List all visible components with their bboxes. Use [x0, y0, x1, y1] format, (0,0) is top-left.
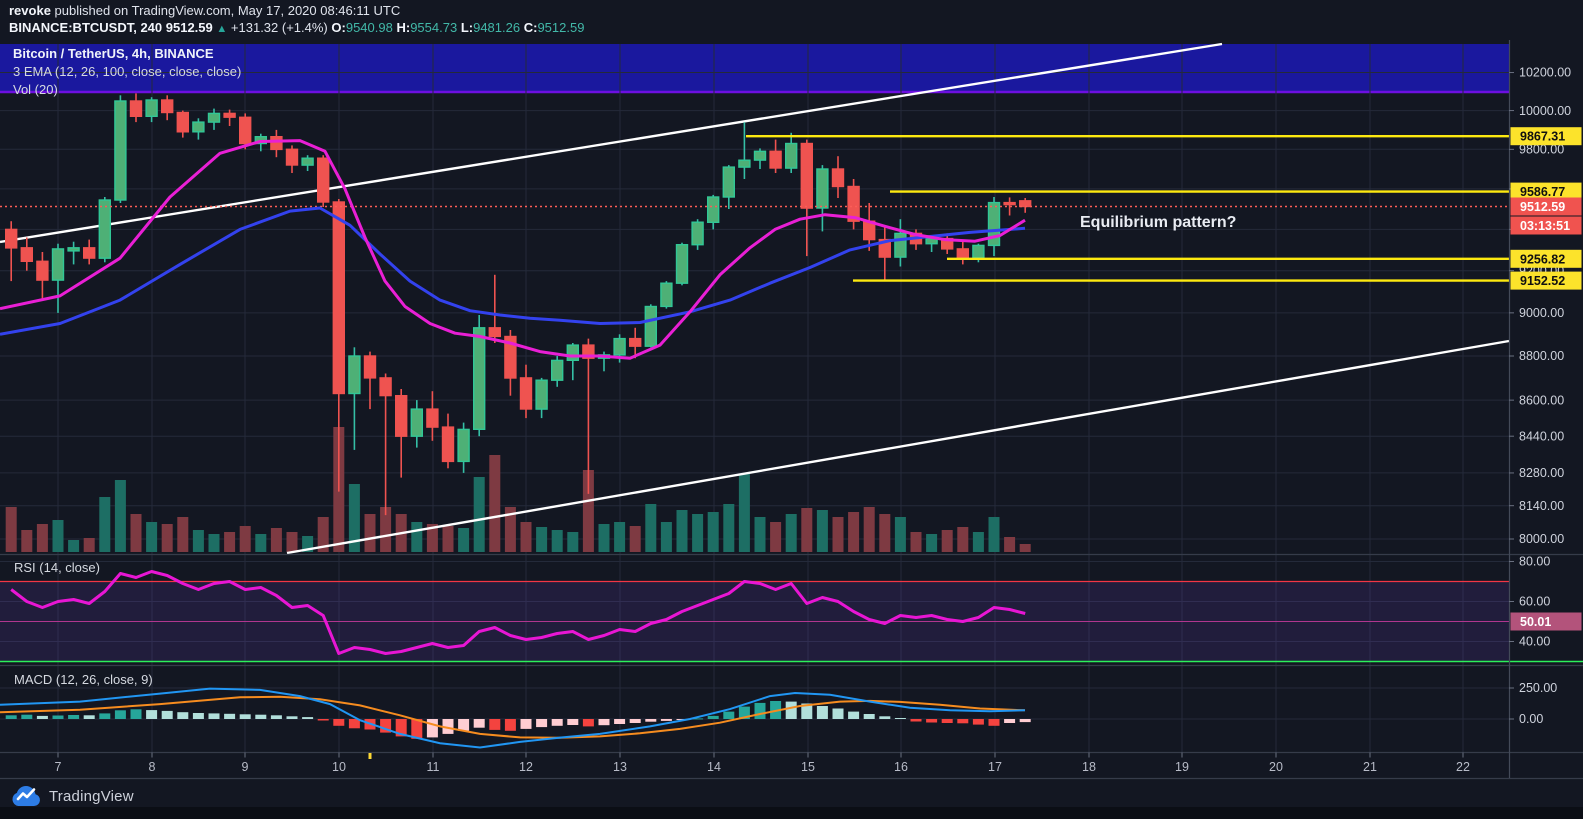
time-axis[interactable]: 7 8 9 10 11 12 13 14 15 16 17 18 19 20 21 22 [55, 752, 1470, 775]
price-tick-label: 10200.00 [1519, 66, 1571, 80]
price-tick-label: 9800.00 [1519, 143, 1564, 157]
last-price-tag: 9512.59 [1510, 197, 1582, 216]
rsi-tick-label: 80.00 [1519, 555, 1550, 569]
low-label: L: [460, 20, 474, 35]
level-price-tag: 9586.77 [1510, 182, 1582, 201]
svg-text:9867.31: 9867.31 [1520, 130, 1565, 144]
price-change: +131.32 (+1.4%) [230, 20, 328, 35]
high-value: 9554.73 [410, 20, 458, 35]
time-tick-label: 15 [801, 760, 815, 774]
rsi-tick-label: 40.00 [1519, 635, 1550, 649]
level-price-tag: 9152.52 [1510, 271, 1582, 290]
time-tick-label: 14 [707, 760, 721, 774]
macd-pane-label[interactable]: MACD (12, 26, close, 9) [14, 672, 153, 687]
level-price-tag: 9256.82 [1510, 249, 1582, 268]
low-value: 9481.26 [473, 20, 521, 35]
macd-tick-label: 0.00 [1519, 712, 1543, 726]
close-label: C: [523, 20, 538, 35]
svg-text:9586.77: 9586.77 [1520, 185, 1565, 199]
time-tick-label: 22 [1456, 760, 1470, 774]
price-tick-label: 10000.00 [1519, 104, 1571, 118]
chart-text-annotation[interactable]: Equilibrium pattern? [1080, 214, 1237, 231]
price-tick-label: 8800.00 [1519, 349, 1564, 363]
level-price-tag: 9867.31 [1510, 127, 1582, 146]
time-tick-label: 21 [1363, 760, 1377, 774]
svg-text:03:13:51: 03:13:51 [1520, 219, 1570, 233]
svg-text:50.01: 50.01 [1520, 615, 1551, 629]
rsi-pane-label[interactable]: RSI (14, close) [14, 560, 100, 575]
macd-pane [0, 687, 1031, 749]
time-tick-label: 18 [1082, 760, 1096, 774]
svg-text:9256.82: 9256.82 [1520, 252, 1565, 266]
time-tick-label: 7 [55, 760, 62, 774]
symbol-info-bar: BINANCE:BTCUSDT, 240 9512.59 ▲ +131.32 (… [9, 20, 584, 35]
bottom-strip [0, 807, 1583, 819]
macd-tick-label: 250.00 [1519, 681, 1557, 695]
legend-symbol-title[interactable]: Bitcoin / TetherUS, 4h, BINANCE [13, 46, 214, 61]
high-label: H: [396, 20, 411, 35]
highlight-band [0, 44, 1509, 94]
price-tick-label: 8600.00 [1519, 393, 1564, 407]
publish-info: revoke published on TradingView.com, May… [9, 3, 400, 18]
price-tick-label: 8440.00 [1519, 429, 1564, 443]
legend-volume-indicator[interactable]: Vol (20) [13, 82, 58, 97]
open-label: O: [331, 20, 346, 35]
price-tick-label: 8140.00 [1519, 499, 1564, 513]
rsi-tick-label: 60.00 [1519, 595, 1550, 609]
time-tick-label: 12 [519, 760, 533, 774]
rsi-pane [0, 570, 1583, 663]
svg-text:9512.59: 9512.59 [1520, 200, 1565, 214]
tradingview-attribution[interactable]: TradingView [10, 783, 134, 809]
open-value: 9540.98 [345, 20, 393, 35]
tradingview-wordmark: TradingView [49, 787, 134, 805]
close-value: 9512.59 [537, 20, 585, 35]
price-tick-label: 8280.00 [1519, 466, 1564, 480]
time-tick-label: 9 [242, 760, 249, 774]
support-resistance-levels [746, 134, 1509, 282]
time-tick-label: 8 [149, 760, 156, 774]
time-tick-label: 11 [427, 760, 440, 774]
time-tick-label: 17 [988, 760, 1002, 774]
tradingview-logo-icon [12, 786, 40, 806]
time-tick-label: 16 [894, 760, 908, 774]
up-arrow-icon: ▲ [216, 23, 228, 35]
time-tick-label: 20 [1269, 760, 1283, 774]
svg-text:9152.52: 9152.52 [1520, 274, 1565, 288]
last-price: 9512.59 [165, 20, 213, 35]
trendlines [0, 42, 1510, 555]
countdown-tag: 03:13:51 [1510, 216, 1582, 235]
volume-bars [5, 427, 1031, 552]
ema-slow-line [0, 206, 1026, 336]
pane-borders [0, 40, 1583, 780]
price-tick-label: 9000.00 [1519, 306, 1564, 320]
rsi-value-tag: 50.01 [1510, 612, 1582, 631]
author-name: revoke [9, 3, 51, 18]
symbol-name[interactable]: BINANCE:BTCUSDT, 240 [9, 20, 163, 35]
ema-fast-line [0, 139, 1026, 360]
time-tick-label: 13 [613, 760, 627, 774]
price-tick-label: 8000.00 [1519, 532, 1564, 546]
publish-time-marker [368, 753, 372, 759]
publish-text: published on TradingView.com, May 17, 20… [50, 3, 401, 18]
time-tick-label: 10 [332, 760, 346, 774]
legend-ema-indicator[interactable]: 3 EMA (12, 26, 100, close, close, close) [13, 64, 242, 79]
time-tick-label: 19 [1175, 760, 1189, 774]
